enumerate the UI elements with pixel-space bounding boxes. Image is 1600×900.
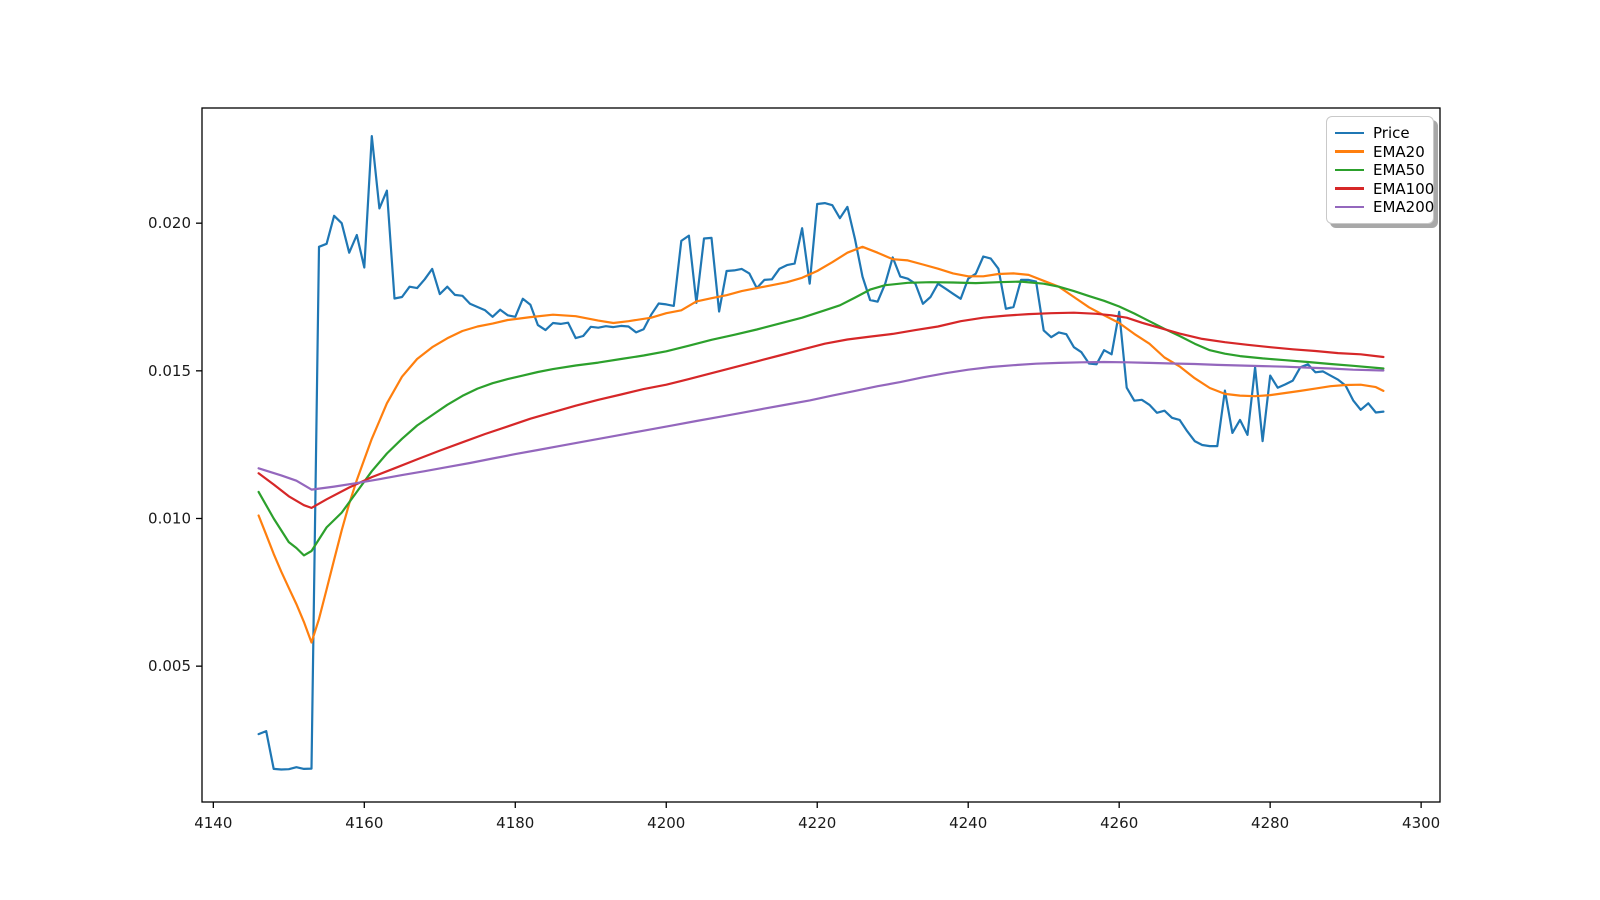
legend-item-ema20: EMA20	[1333, 143, 1425, 161]
x-tick-label: 4200	[647, 814, 685, 832]
legend-label-price: Price	[1373, 124, 1410, 142]
x-tick-label: 4300	[1402, 814, 1440, 832]
y-tick-label: 0.020	[148, 214, 191, 232]
series-line-ema20	[257, 245, 1385, 644]
legend-item-ema100: EMA100	[1333, 180, 1434, 198]
x-tick-label: 4260	[1100, 814, 1138, 832]
legend-item-price: Price	[1333, 124, 1425, 142]
x-tick-label: 4140	[194, 814, 232, 832]
y-tick-label: 0.010	[148, 509, 191, 527]
series-line-price	[257, 135, 1385, 771]
price-line-sample-icon	[1335, 131, 1364, 135]
legend-label-ema20: EMA20	[1373, 142, 1425, 161]
legend-item-ema50: EMA50	[1333, 161, 1425, 179]
x-tick-label: 4280	[1251, 814, 1289, 832]
series-line-ema200	[257, 360, 1385, 491]
series-line-ema50	[257, 280, 1385, 557]
ema20-line-sample-icon	[1335, 150, 1364, 153]
plot-border	[201, 107, 1441, 803]
x-tick-label: 4160	[345, 814, 383, 832]
x-tick-label: 4180	[496, 814, 534, 832]
x-tick-label: 4220	[798, 814, 836, 832]
x-tick-label: 4240	[949, 814, 987, 832]
series-line-ema100	[257, 311, 1385, 509]
legend-item-ema200: EMA200	[1333, 198, 1434, 216]
y-tick-label: 0.005	[148, 657, 191, 675]
ema200-line-sample-icon	[1335, 205, 1364, 209]
ema100-line-sample-icon	[1335, 187, 1364, 190]
ema50-line-sample-icon	[1335, 168, 1364, 172]
legend: Price EMA20 EMA50 EMA100 EMA200	[1326, 116, 1434, 224]
legend-label-ema200: EMA200	[1373, 198, 1435, 216]
y-tick-label: 0.015	[148, 362, 191, 380]
legend-label-ema100: EMA100	[1373, 179, 1435, 198]
legend-label-ema50: EMA50	[1373, 161, 1425, 179]
